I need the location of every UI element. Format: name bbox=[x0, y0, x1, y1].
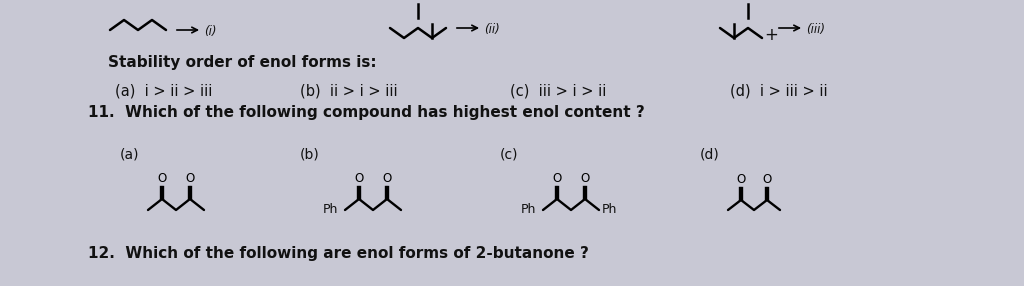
Text: (iii): (iii) bbox=[806, 23, 825, 36]
Text: O: O bbox=[158, 172, 167, 185]
Text: (i): (i) bbox=[204, 25, 216, 38]
Text: (b)  ii > i > iii: (b) ii > i > iii bbox=[300, 83, 397, 98]
Text: (c): (c) bbox=[500, 147, 518, 161]
Text: O: O bbox=[185, 172, 195, 185]
Text: O: O bbox=[581, 172, 590, 185]
Text: Ph: Ph bbox=[521, 203, 537, 216]
Text: O: O bbox=[763, 173, 772, 186]
Text: O: O bbox=[382, 172, 391, 185]
Text: (d)  i > iii > ii: (d) i > iii > ii bbox=[730, 83, 827, 98]
Text: Stability order of enol forms is:: Stability order of enol forms is: bbox=[108, 55, 377, 70]
Text: 11.  Which of the following compound has highest enol content ?: 11. Which of the following compound has … bbox=[88, 105, 645, 120]
Text: O: O bbox=[354, 172, 364, 185]
Text: Ph: Ph bbox=[602, 203, 617, 216]
Text: (b): (b) bbox=[300, 147, 319, 161]
Text: (c)  iii > i > ii: (c) iii > i > ii bbox=[510, 83, 606, 98]
Text: O: O bbox=[552, 172, 561, 185]
Text: O: O bbox=[736, 173, 745, 186]
Text: 12.  Which of the following are enol forms of 2-butanone ?: 12. Which of the following are enol form… bbox=[88, 246, 589, 261]
Text: +: + bbox=[764, 26, 778, 44]
Text: (d): (d) bbox=[700, 147, 720, 161]
Text: Ph: Ph bbox=[323, 203, 338, 216]
Text: (a)  i > ii > iii: (a) i > ii > iii bbox=[115, 83, 212, 98]
Text: (ii): (ii) bbox=[484, 23, 500, 36]
Text: (a): (a) bbox=[120, 147, 139, 161]
